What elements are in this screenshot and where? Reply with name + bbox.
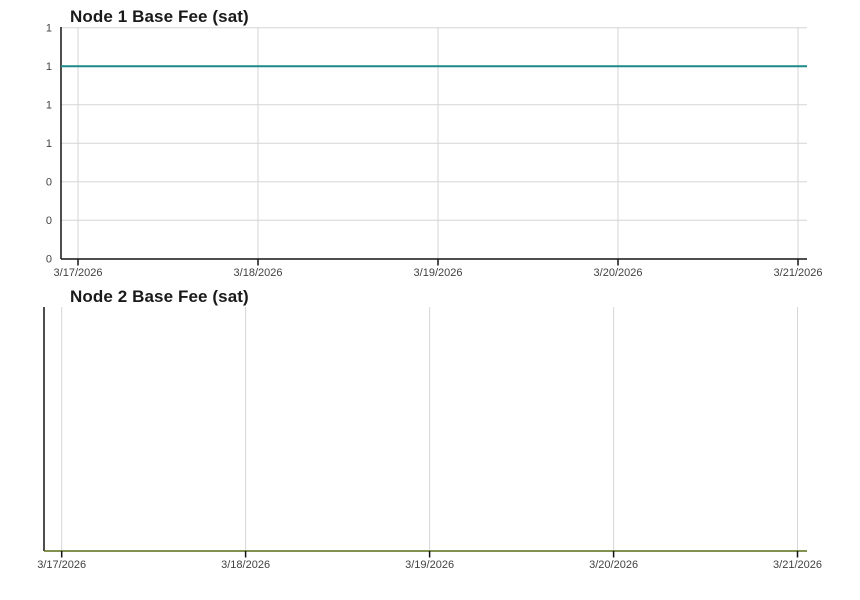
svg-text:0: 0: [46, 215, 52, 227]
svg-text:3/21/2026: 3/21/2026: [774, 267, 823, 279]
svg-text:3/20/2026: 3/20/2026: [589, 559, 638, 571]
svg-text:3/18/2026: 3/18/2026: [234, 267, 283, 279]
svg-text:3/19/2026: 3/19/2026: [405, 559, 454, 571]
svg-text:1: 1: [46, 138, 52, 150]
svg-text:3/17/2026: 3/17/2026: [54, 267, 103, 279]
svg-text:1: 1: [46, 23, 52, 35]
svg-text:3/19/2026: 3/19/2026: [414, 267, 463, 279]
svg-text:3/17/2026: 3/17/2026: [37, 559, 86, 571]
svg-text:0: 0: [46, 254, 52, 266]
svg-text:3/20/2026: 3/20/2026: [594, 267, 643, 279]
svg-text:3/21/2026: 3/21/2026: [773, 559, 822, 571]
svg-text:1: 1: [46, 61, 52, 73]
svg-text:3/18/2026: 3/18/2026: [221, 559, 270, 571]
svg-text:1: 1: [46, 100, 52, 112]
svg-text:0: 0: [46, 177, 52, 189]
